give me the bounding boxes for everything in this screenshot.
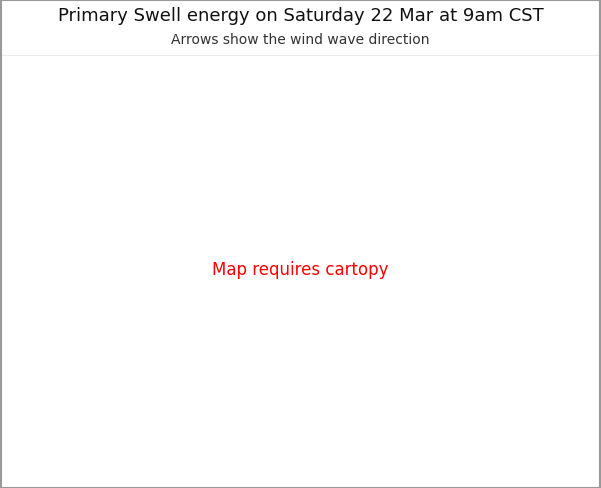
Text: Arrows show the wind wave direction: Arrows show the wind wave direction [171,33,430,47]
Text: Map requires cartopy: Map requires cartopy [212,261,389,279]
Text: Primary Swell energy on Saturday 22 Mar at 9am CST: Primary Swell energy on Saturday 22 Mar … [58,7,543,25]
